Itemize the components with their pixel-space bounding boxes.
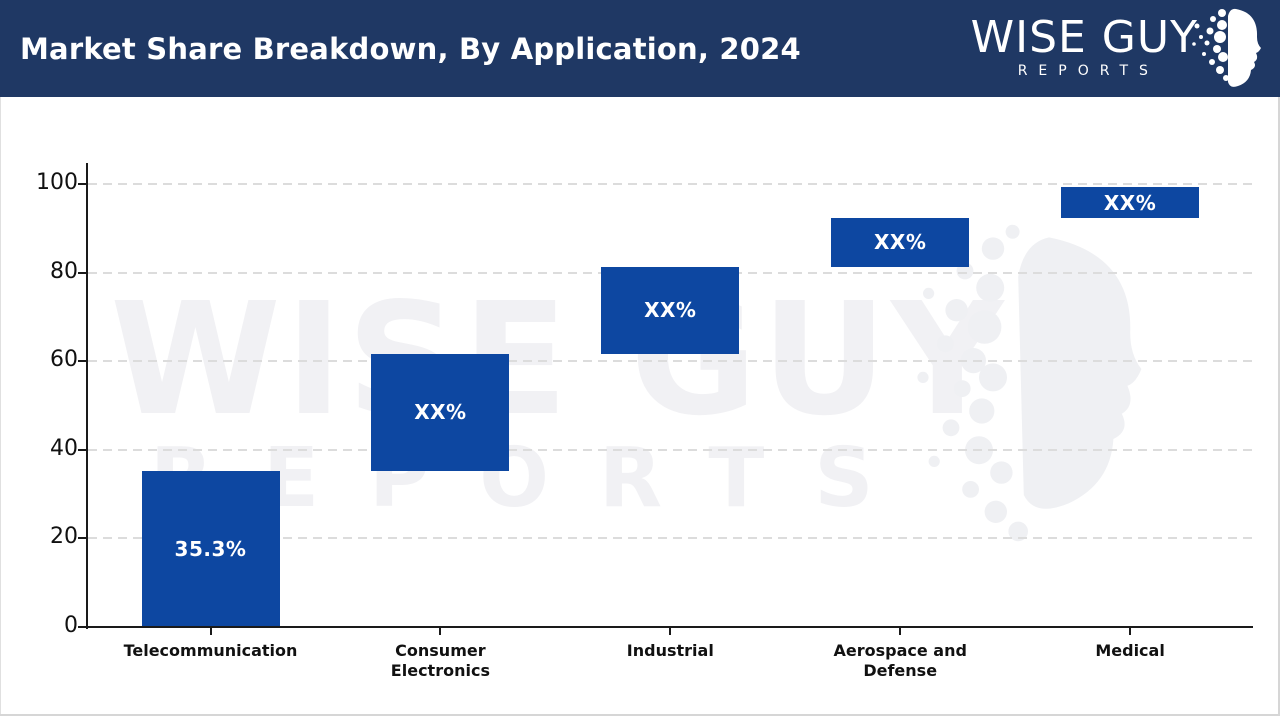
gridline-60 xyxy=(88,360,1253,363)
x-axis-category-label: Industrial xyxy=(626,641,714,660)
y-axis-tick-label: 40 xyxy=(50,435,78,461)
x-axis-category-label: Telecommunication xyxy=(123,641,298,660)
wise-guy-logo: WISE GUY REPORTS xyxy=(971,4,1266,90)
logo-text: WISE GUY REPORTS xyxy=(970,12,1198,79)
bar-medical: XX% xyxy=(1061,187,1200,219)
frame-edge-bottom xyxy=(0,714,1280,716)
x-axis-category-label: Consumer Electronics xyxy=(390,641,490,680)
bar-aerospace-and-defense: XX% xyxy=(831,218,970,267)
gridline-40 xyxy=(88,448,1253,451)
y-axis-line xyxy=(86,163,88,629)
chart-plot-area: 0 20 40 60 80 100 35.3% Telecommunication XX% Con… xyxy=(0,97,1280,720)
watermark-wordmark: WISE GUY xyxy=(110,269,1008,450)
bar-value-label: XX% xyxy=(873,230,927,255)
y-axis-tick-label: 0 xyxy=(64,613,78,638)
page-title: Market Share Breakdown, By Application, … xyxy=(20,31,801,66)
bar-value-label: XX% xyxy=(644,298,697,323)
frame-edge-right xyxy=(1278,97,1280,714)
x-axis-category-label: Aerospace and Defense xyxy=(833,641,967,680)
logo-subtitle: REPORTS xyxy=(1017,63,1159,79)
y-axis-tick-label: 60 xyxy=(50,347,78,373)
y-axis-tick-label: 20 xyxy=(50,524,78,550)
x-axis-category-label: Medical xyxy=(1095,641,1165,660)
x-axis-line xyxy=(86,626,1253,628)
frame-edge-left xyxy=(0,97,1,714)
bar-value-label: 35.3% xyxy=(174,536,247,561)
bar-value-label: XX% xyxy=(414,400,467,425)
y-axis-tick-mark xyxy=(78,626,86,628)
x-axis-tick-mark xyxy=(669,628,672,635)
logo-face-icon xyxy=(1192,8,1261,87)
bar-industrial: XX% xyxy=(601,266,740,355)
y-axis-tick-mark xyxy=(78,271,86,274)
gridline-100 xyxy=(88,183,1253,185)
y-axis-tick-mark xyxy=(78,360,86,363)
x-axis-tick-mark xyxy=(899,628,902,635)
y-axis-tick-mark xyxy=(78,448,86,451)
y-axis-tick-label: 100 xyxy=(36,170,78,195)
bar-consumer-electronics: XX% xyxy=(371,354,510,471)
x-axis-tick-mark xyxy=(1129,628,1132,635)
x-axis-tick-mark xyxy=(439,628,442,635)
watermark-head-icon xyxy=(917,224,1142,542)
y-axis-tick-mark xyxy=(78,183,86,185)
bar-telecommunication: 35.3% xyxy=(141,470,280,627)
header: Market Share Breakdown, By Application, … xyxy=(0,0,1280,97)
gridline-20 xyxy=(88,537,1253,540)
x-axis-tick-mark xyxy=(209,628,212,635)
y-axis-tick-mark xyxy=(78,537,86,540)
logo-wordmark: WISE GUY xyxy=(970,12,1198,63)
bar-value-label: XX% xyxy=(1103,190,1157,215)
y-axis-tick-label: 80 xyxy=(50,258,78,284)
